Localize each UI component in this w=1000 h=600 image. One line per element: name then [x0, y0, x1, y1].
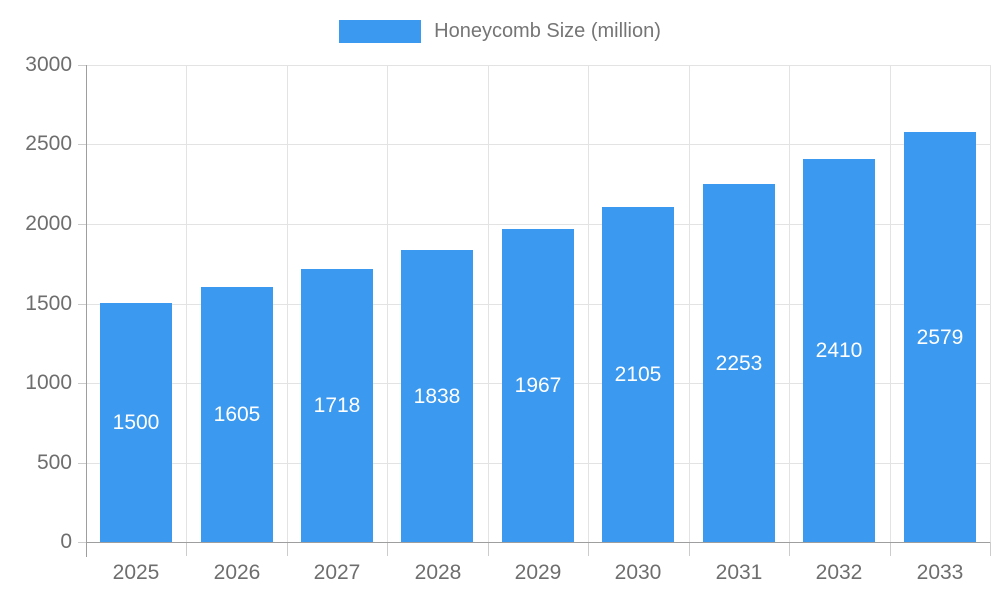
bar-value-label: 2579: [916, 325, 964, 349]
gridline-vertical: [990, 65, 991, 542]
gridline-horizontal: [86, 144, 990, 145]
bar-value-label: 2410: [815, 339, 863, 362]
gridline-vertical: [588, 65, 589, 542]
bar[interactable]: 2410: [803, 159, 875, 542]
gridline-vertical: [387, 65, 388, 542]
x-tick-label: 2033: [916, 561, 964, 584]
gridline-vertical: [488, 65, 489, 542]
chart-legend: Honeycomb Size (million): [0, 17, 1000, 45]
bar-value-label: 1605: [213, 403, 261, 426]
x-axis-tick: [186, 542, 187, 556]
y-tick-label: 3000: [25, 53, 72, 76]
x-axis-line: [86, 542, 990, 543]
y-axis-tick: [78, 304, 86, 305]
x-tick-label: 2030: [614, 561, 662, 584]
x-tick-label: 2026: [213, 561, 261, 584]
y-tick-label: 500: [36, 451, 72, 474]
x-axis-tick: [488, 542, 489, 556]
x-tick-label: 2029: [514, 561, 562, 584]
y-axis-tick: [78, 463, 86, 464]
bar-value-label: 2105: [614, 363, 662, 386]
y-tick-label: 2000: [25, 212, 72, 235]
gridline-horizontal: [86, 224, 990, 225]
y-axis-tick: [78, 383, 86, 384]
bar-value-label: 2253: [715, 351, 763, 375]
bar[interactable]: 1967: [502, 229, 574, 542]
y-tick-label: 1500: [25, 292, 72, 315]
bar[interactable]: 1718: [301, 269, 373, 542]
y-tick-label: 0: [60, 530, 72, 553]
bar[interactable]: 2105: [602, 207, 674, 542]
x-axis-tick: [890, 542, 891, 556]
x-tick-label: 2031: [715, 561, 763, 584]
x-axis-tick: [789, 542, 790, 556]
y-axis-tick: [78, 224, 86, 225]
legend-label: Honeycomb Size (million): [434, 19, 661, 42]
x-axis-tick: [689, 542, 690, 556]
y-axis-tick: [78, 65, 86, 66]
y-axis-tick: [78, 542, 86, 543]
x-axis-tick: [588, 542, 589, 556]
gridline-vertical: [789, 65, 790, 542]
y-tick-label: 2500: [25, 132, 72, 155]
bar[interactable]: 1500: [100, 303, 172, 542]
bar-value-label: 1967: [514, 374, 562, 397]
bar-value-label: 1500: [112, 411, 160, 434]
gridline-vertical: [890, 65, 891, 542]
bar[interactable]: 1838: [401, 250, 473, 542]
legend-item[interactable]: Honeycomb Size (million): [339, 19, 661, 43]
gridline-vertical: [186, 65, 187, 542]
bar[interactable]: 2579: [904, 132, 976, 542]
x-tick-label: 2027: [313, 561, 361, 584]
x-tick-label: 2032: [815, 561, 863, 584]
gridline-horizontal: [86, 65, 990, 66]
bar[interactable]: 1605: [201, 287, 273, 542]
bar-value-label: 1838: [413, 384, 461, 408]
y-axis-tick: [78, 144, 86, 145]
bar-value-label: 1718: [313, 394, 361, 417]
gridline-vertical: [287, 65, 288, 542]
x-axis-tick: [990, 542, 991, 556]
y-tick-label: 1000: [25, 371, 72, 394]
legend-swatch: [339, 19, 422, 43]
bar[interactable]: 2253: [703, 184, 775, 542]
gridline-vertical: [689, 65, 690, 542]
plot-area: 1500 1605 1718 1838 1967 2105 2253 2410 2579: [86, 65, 991, 542]
y-axis-line: [86, 65, 87, 557]
x-axis-tick: [287, 542, 288, 556]
x-tick-label: 2025: [112, 561, 160, 584]
x-axis-tick: [387, 542, 388, 556]
x-tick-label: 2028: [414, 561, 462, 584]
